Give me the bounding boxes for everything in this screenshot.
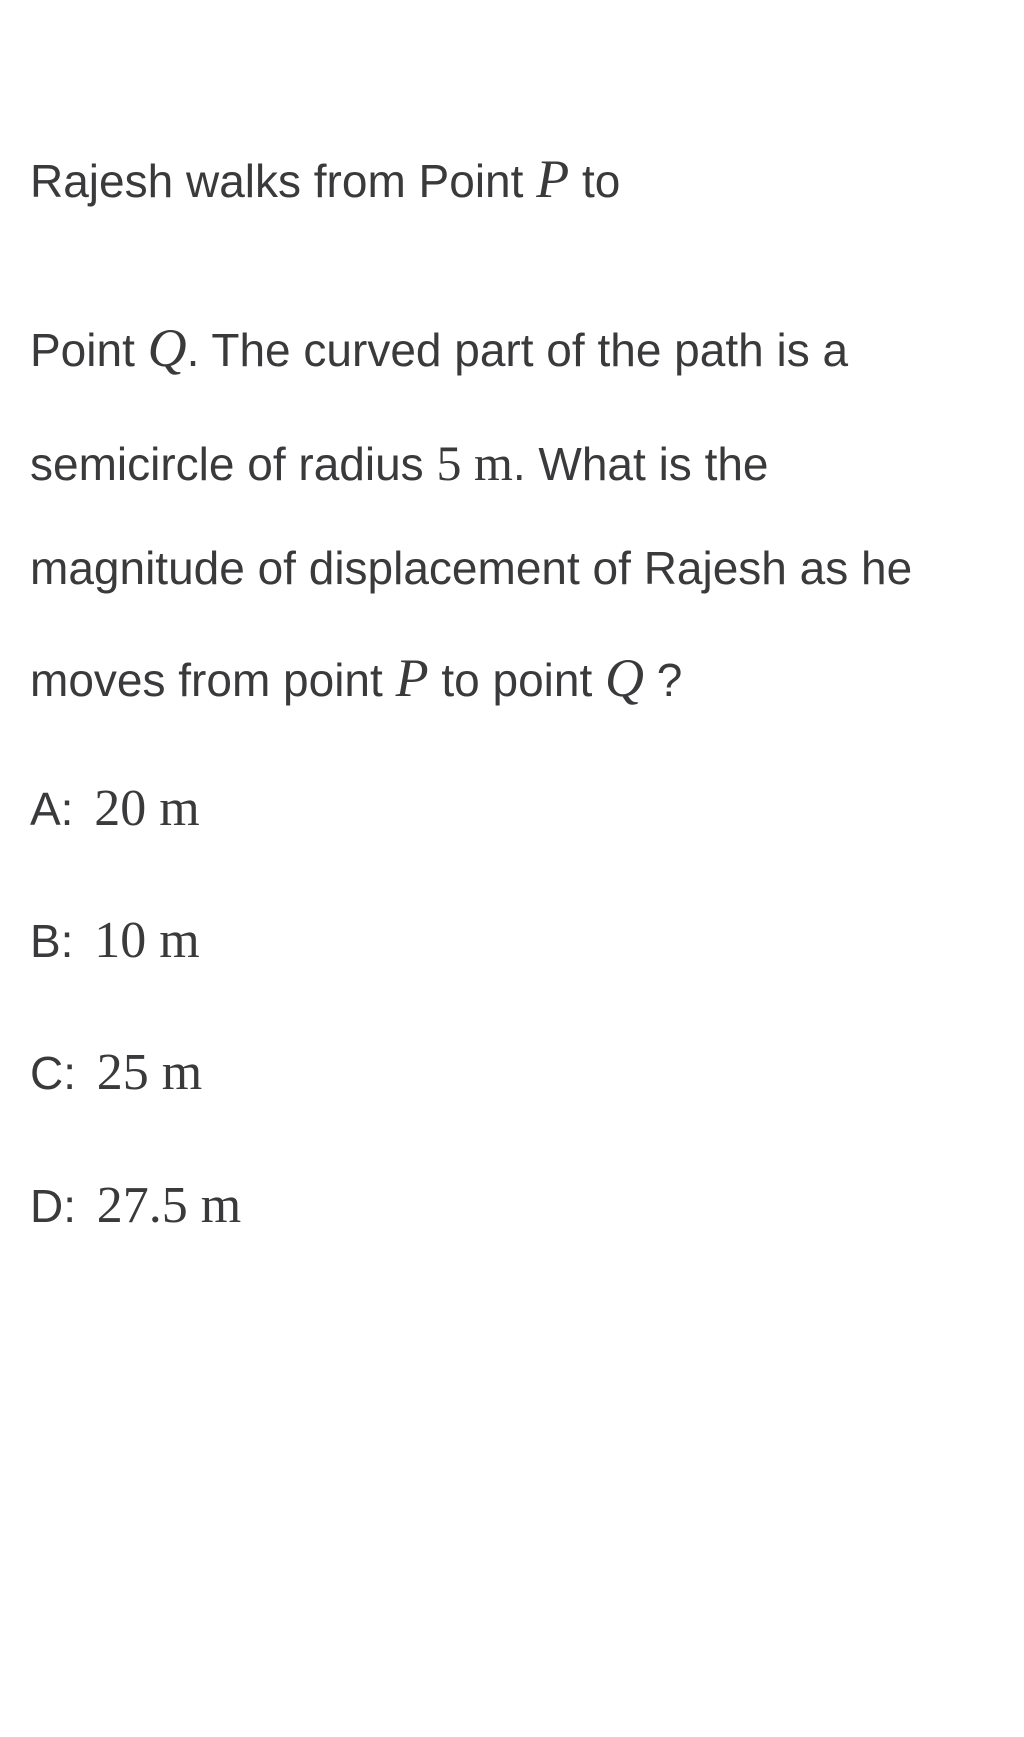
option-value: 27.5 m	[97, 1177, 241, 1234]
variable-p: P	[536, 149, 569, 209]
option-d[interactable]: D: 27.5 m	[30, 1175, 994, 1237]
option-number: 27.5	[97, 1177, 188, 1234]
answer-options: A: 20 m B: 10 m C: 25 m D: 27.5 m	[30, 778, 994, 1238]
option-value: 25 m	[97, 1044, 202, 1101]
radius-value: 5	[436, 435, 461, 491]
option-a[interactable]: A: 20 m	[30, 778, 994, 840]
question-text: Rajesh walks from Point P to Point Q. Th…	[30, 120, 994, 738]
option-b[interactable]: B: 10 m	[30, 910, 994, 972]
question-body: Point Q. The curved part of the path is …	[30, 289, 994, 738]
option-unit: m	[201, 1177, 241, 1234]
text-segment: to	[569, 155, 620, 207]
option-number: 10	[94, 912, 146, 969]
text-segment: Point	[30, 324, 148, 376]
option-value: 20 m	[94, 780, 199, 837]
variable-p-2: P	[396, 648, 429, 708]
option-label: D:	[30, 1180, 76, 1232]
variable-q: Q	[148, 318, 187, 378]
option-c[interactable]: C: 25 m	[30, 1042, 994, 1104]
radius-unit: m	[461, 435, 512, 491]
question-intro-line: Rajesh walks from Point P to	[30, 120, 994, 239]
option-number: 25	[97, 1044, 149, 1101]
option-unit: m	[162, 1044, 202, 1101]
variable-q-2: Q	[605, 648, 644, 708]
option-label: A:	[30, 783, 73, 835]
text-segment: to point	[429, 654, 605, 706]
text-segment: Rajesh walks from Point	[30, 155, 536, 207]
option-value: 10 m	[94, 912, 199, 969]
option-label: B:	[30, 915, 73, 967]
option-number: 20	[94, 780, 146, 837]
option-label: C:	[30, 1047, 76, 1099]
text-segment: ?	[644, 654, 682, 706]
option-unit: m	[159, 912, 199, 969]
option-unit: m	[159, 780, 199, 837]
